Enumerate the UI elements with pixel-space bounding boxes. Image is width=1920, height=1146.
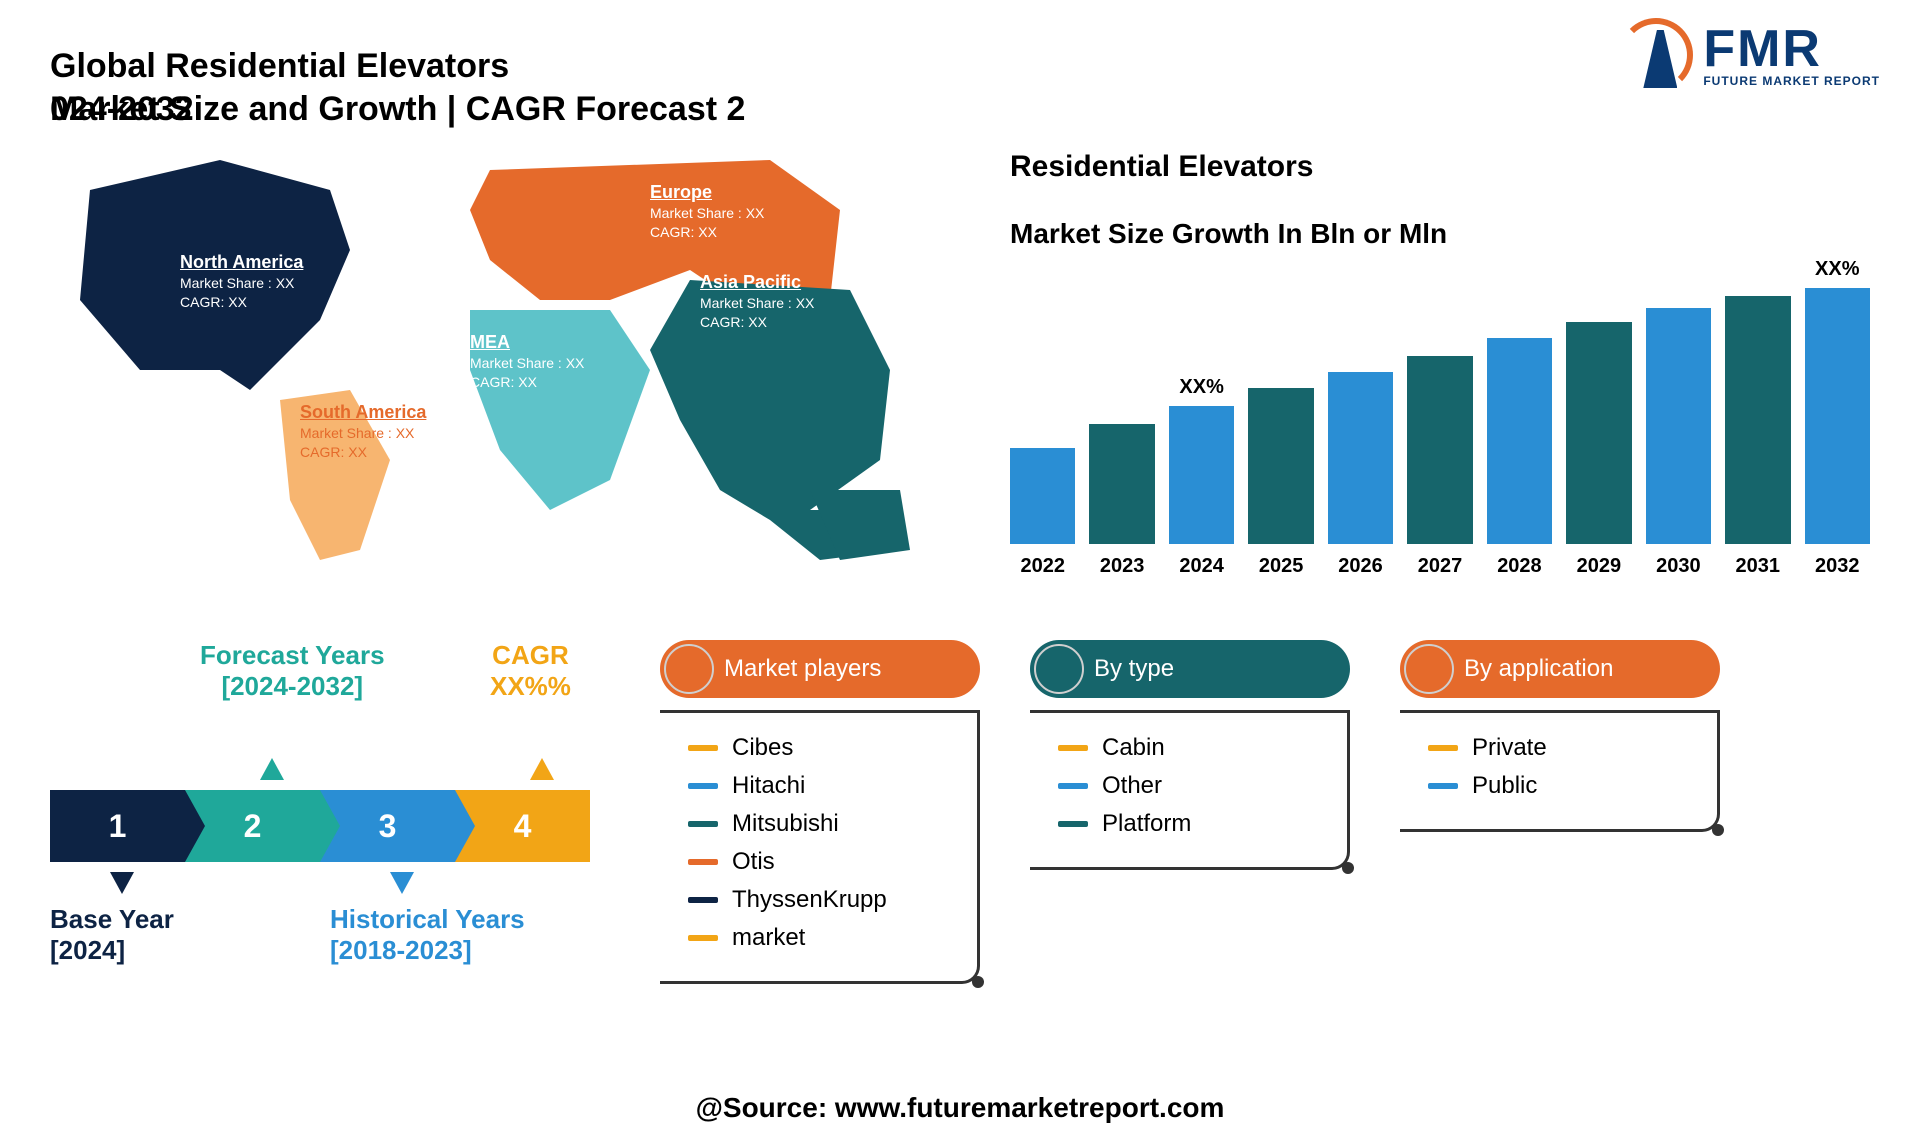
source-text: @Source: www.futuremarketreport.com: [696, 1092, 1225, 1124]
category-block: By application PrivatePublic: [1400, 640, 1720, 832]
chart-bar: 2025: [1248, 388, 1313, 544]
category-item: Cabin: [1058, 729, 1333, 767]
chart-bar: 2030: [1646, 308, 1711, 544]
logo-arc-icon: [1619, 18, 1693, 92]
growth-bar-chart: Residential Elevators Market Size Growth…: [1010, 150, 1870, 580]
timeline-segment: 2: [185, 790, 320, 862]
marker-icon: [1058, 783, 1088, 789]
chart-bar: 2022: [1010, 448, 1075, 544]
category-item: ThyssenKrupp: [688, 881, 963, 919]
chart-bar: 2028: [1487, 338, 1552, 544]
title-line-2: Market S 024-2032ize and Growth | CAGR F…: [50, 88, 745, 131]
chart-year-label: 2030: [1656, 555, 1701, 578]
chart-year-label: 2022: [1020, 555, 1065, 578]
chart-bars: 202220232024XX%2025202620272028202920302…: [1010, 284, 1870, 544]
category-pill: Market players: [660, 640, 980, 698]
category-list: PrivatePublic: [1400, 710, 1720, 832]
category-item: Public: [1428, 767, 1703, 805]
chart-bar: 2024XX%: [1169, 406, 1234, 544]
marker-icon: [688, 859, 718, 865]
timeline-segment: 3: [320, 790, 455, 862]
marker-icon: [1058, 745, 1088, 751]
logo-sub-text: FUTURE MARKET REPORT: [1703, 75, 1880, 87]
category-item: Platform: [1058, 805, 1333, 843]
region-label-sa: South AmericaMarket Share : XXCAGR: XX: [300, 400, 426, 462]
title-line-1: Global Residential Elevators: [50, 45, 745, 88]
region-label-mea: MEAMarket Share : XXCAGR: XX: [470, 330, 584, 392]
chart-pct-label: XX%: [1815, 258, 1859, 281]
marker-icon: [688, 897, 718, 903]
category-item: market: [688, 919, 963, 957]
chart-bar: 2031: [1725, 296, 1790, 544]
category-block: By type CabinOtherPlatform: [1030, 640, 1350, 870]
category-item: Private: [1428, 729, 1703, 767]
timeline-segment: 4: [455, 790, 590, 862]
timeline-widget: Forecast Years[2024-2032] CAGRXX%% 1234 …: [50, 640, 600, 990]
chart-bar: 2029: [1566, 322, 1631, 544]
chart-year-label: 2026: [1338, 555, 1383, 578]
category-block: Market players CibesHitachiMitsubishiOtis…: [660, 640, 980, 984]
marker-icon: [688, 821, 718, 827]
chart-bar: 2027: [1407, 356, 1472, 544]
chart-year-label: 2032: [1815, 555, 1860, 578]
category-list: CabinOtherPlatform: [1030, 710, 1350, 870]
category-pill: By type: [1030, 640, 1350, 698]
marker-icon: [1058, 821, 1088, 827]
chart-year-label: 2029: [1577, 555, 1622, 578]
chart-subtitle: Market Size Growth In Bln or Mln: [1010, 216, 1870, 251]
region-label-ap: Asia PacificMarket Share : XXCAGR: XX: [700, 270, 814, 332]
base-year-label: Base Year[2024]: [50, 904, 174, 966]
chart-year-label: 2028: [1497, 555, 1542, 578]
chart-year-label: 2031: [1736, 555, 1781, 578]
arrow-up-icon: [530, 758, 554, 780]
forecast-label: Forecast Years[2024-2032]: [200, 640, 385, 702]
marker-icon: [1428, 745, 1458, 751]
chart-bar: 2023: [1089, 424, 1154, 544]
region-label-na: North AmericaMarket Share : XXCAGR: XX: [180, 250, 303, 312]
timeline-segment: 1: [50, 790, 185, 862]
chart-year-label: 2024: [1179, 555, 1224, 578]
arrow-down-icon: [390, 872, 414, 894]
chart-bar: 2032XX%: [1805, 288, 1870, 544]
chart-title: Residential Elevators: [1010, 150, 1870, 184]
logo-main-text: FMR: [1703, 23, 1880, 75]
world-map: North AmericaMarket Share : XXCAGR: XX So…: [50, 150, 920, 570]
chart-year-label: 2025: [1259, 555, 1304, 578]
pill-circle-icon: [1034, 644, 1084, 694]
arrow-up-icon: [260, 758, 284, 780]
fmr-logo: FMR FUTURE MARKET REPORT: [1619, 18, 1880, 92]
category-item: Hitachi: [688, 767, 963, 805]
arrow-down-icon: [110, 872, 134, 894]
marker-icon: [688, 783, 718, 789]
region-label-eu: EuropeMarket Share : XXCAGR: XX: [650, 180, 764, 242]
historical-label: Historical Years[2018-2023]: [330, 904, 525, 966]
marker-icon: [688, 745, 718, 751]
marker-icon: [688, 935, 718, 941]
pill-circle-icon: [1404, 644, 1454, 694]
page-title: Global Residential Elevators Market S 02…: [50, 45, 745, 130]
chart-year-label: 2023: [1100, 555, 1145, 578]
category-item: Mitsubishi: [688, 805, 963, 843]
chart-bar: 2026: [1328, 372, 1393, 544]
chart-year-label: 2027: [1418, 555, 1463, 578]
category-item: Other: [1058, 767, 1333, 805]
category-list: CibesHitachiMitsubishiOtisThyssenKruppma…: [660, 710, 980, 984]
category-item: Otis: [688, 843, 963, 881]
pill-circle-icon: [664, 644, 714, 694]
category-pill: By application: [1400, 640, 1720, 698]
cagr-label: CAGRXX%%: [490, 640, 571, 702]
marker-icon: [1428, 783, 1458, 789]
timeline-bar: 1234: [50, 790, 590, 862]
chart-pct-label: XX%: [1179, 376, 1223, 399]
category-item: Cibes: [688, 729, 963, 767]
